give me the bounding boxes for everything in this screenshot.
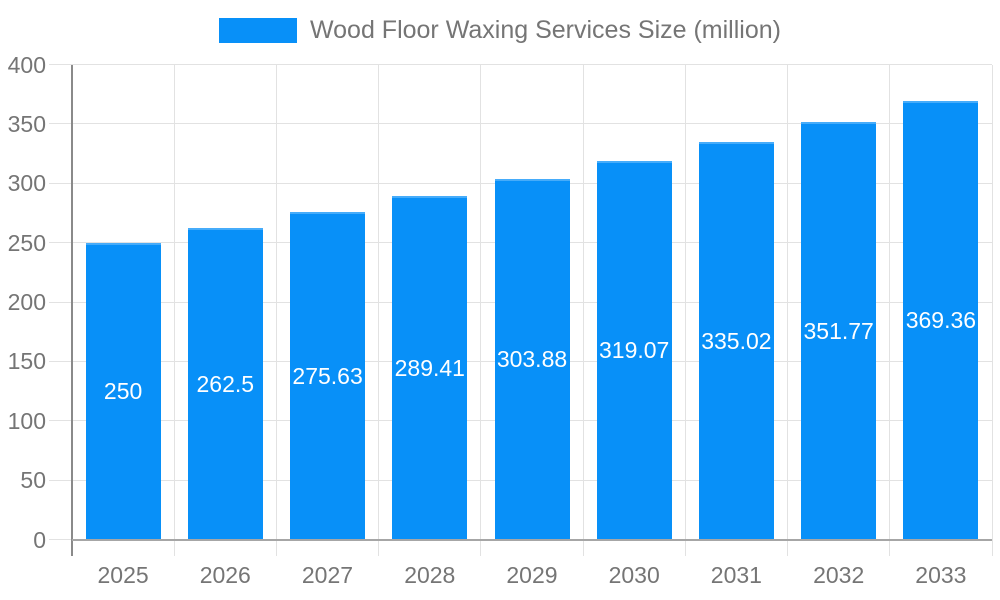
y-axis-tick-label: 350 [7,110,46,137]
y-axis-tick-label: 250 [7,229,46,256]
x-axis-tick-label: 2033 [915,562,967,588]
bar[interactable] [801,121,877,540]
y-axis-tick-label: 300 [7,170,46,197]
bar[interactable] [392,195,468,540]
bar-value-label: 289.41 [394,354,465,381]
legend-swatch [219,18,297,43]
x-axis-tick-label: 2029 [506,562,558,588]
v-gridline [480,64,482,556]
legend-item[interactable]: Wood Floor Waxing Services Size (million… [0,16,1000,45]
v-gridline [787,64,789,556]
bar[interactable] [494,178,570,540]
bar-value-label: 369.36 [905,307,977,334]
x-axis-tick-label: 2027 [301,562,354,588]
y-axis-tick-label: 150 [7,348,46,375]
v-gridline [991,64,993,556]
bar-value-label: 250 [103,378,143,405]
bar-value-label: 335.02 [701,327,772,354]
y-axis-line [71,64,73,556]
v-gridline [173,64,175,556]
bar-value-label: 275.63 [292,362,363,389]
bar[interactable] [596,160,672,540]
h-gridline [49,123,992,125]
x-axis-tick-label: 2026 [199,562,251,588]
v-gridline [889,64,891,556]
y-axis-tick-label: 0 [33,526,46,553]
x-axis-line [72,538,992,541]
x-axis-tick-label: 2028 [404,562,456,588]
bar-value-label: 262.5 [196,370,255,397]
bar[interactable] [187,227,263,540]
bar[interactable] [85,242,161,540]
y-axis-tick-label: 50 [20,467,46,494]
x-axis-tick-label: 2032 [813,562,865,588]
bar-value-label: 351.77 [803,317,874,344]
bar-value-label: 319.07 [599,337,670,364]
v-gridline [684,64,686,556]
v-gridline [582,64,584,556]
y-axis-tick-label: 400 [7,51,46,78]
y-axis-tick-label: 200 [7,289,46,315]
v-gridline [275,64,277,556]
h-gridline [49,64,992,65]
y-axis-tick-label: 100 [7,407,46,434]
bar-value-label: 303.88 [496,346,568,373]
x-axis-tick-label: 2031 [710,562,762,588]
bar[interactable] [903,100,979,540]
bar[interactable] [290,212,366,540]
x-axis-tick-label: 2030 [608,562,660,588]
bar[interactable] [698,141,774,540]
v-gridline [378,64,380,556]
legend-label: Wood Floor Waxing Services Size (million… [310,16,781,44]
x-axis-tick-label: 2025 [97,562,149,588]
